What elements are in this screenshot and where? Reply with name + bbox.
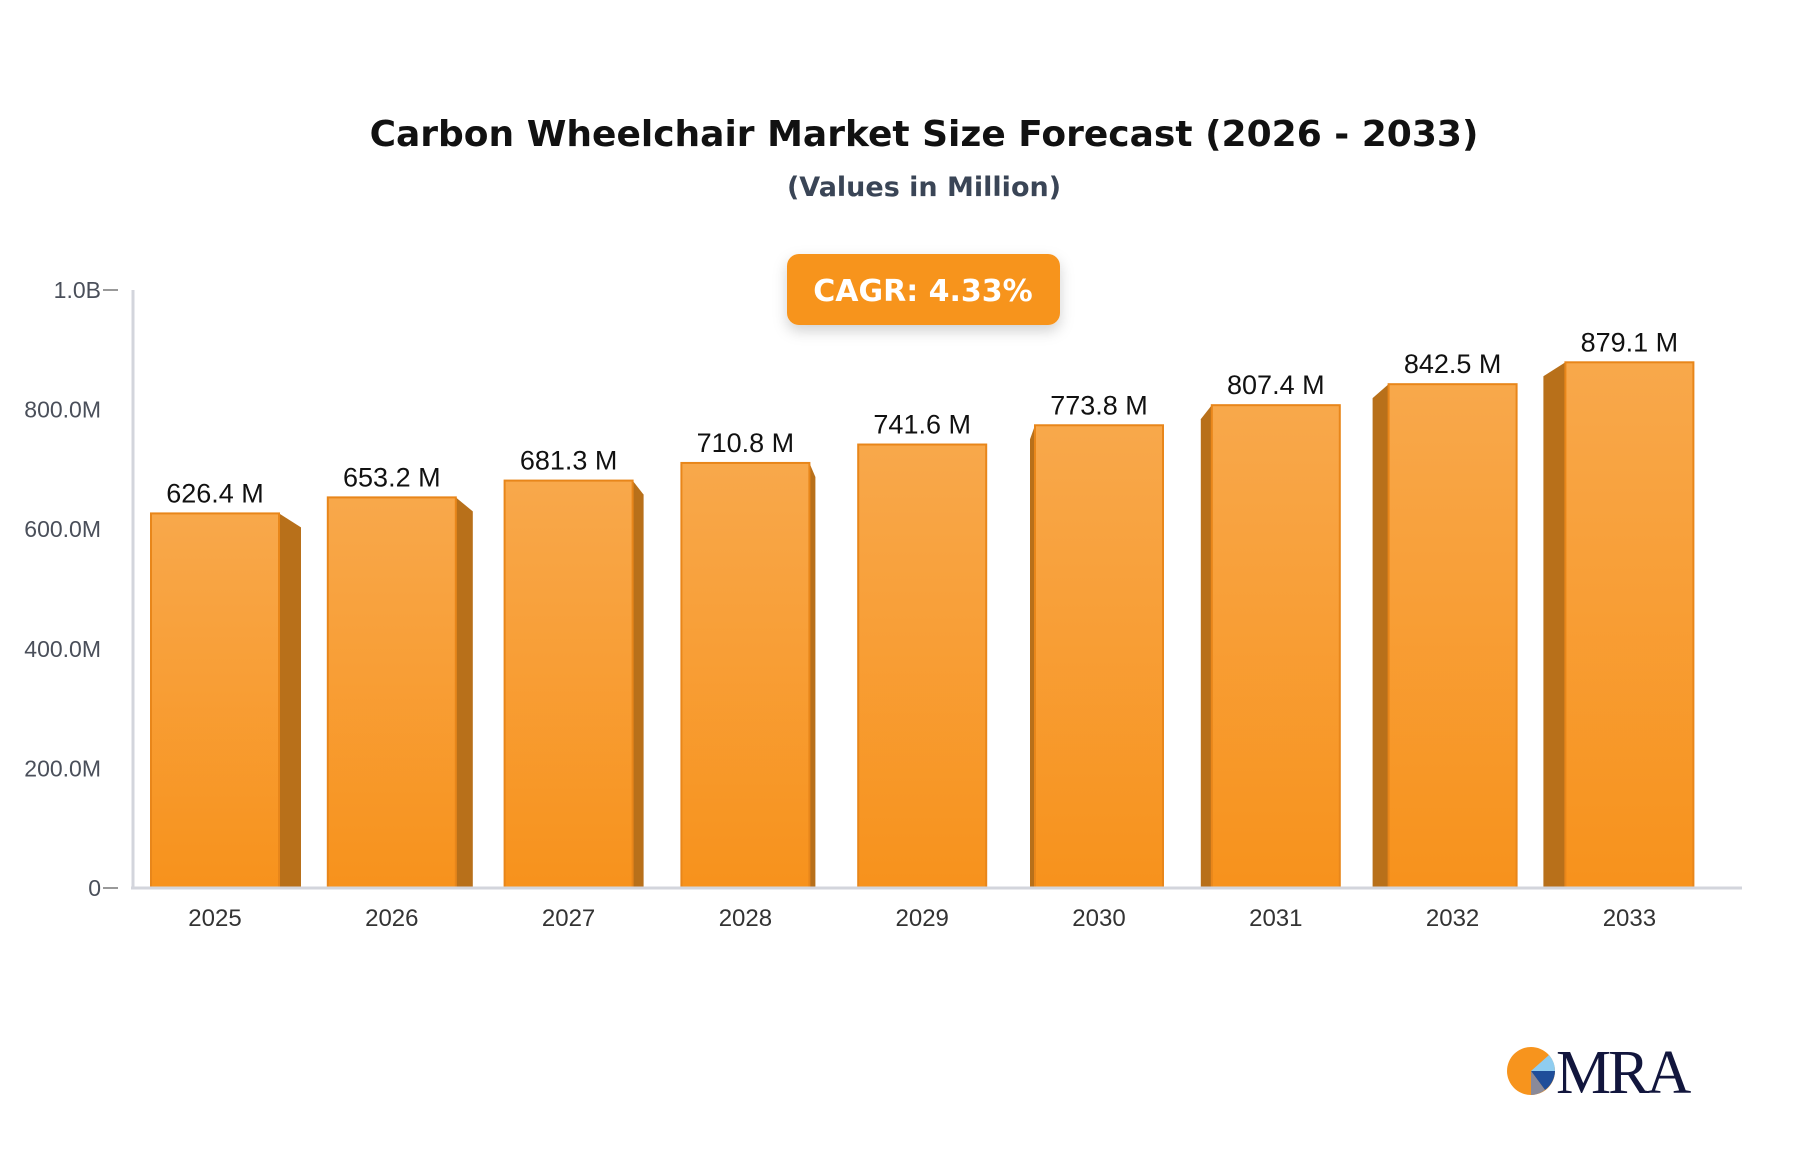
bar-2031: 807.4 M 2031: [1200, 370, 1341, 932]
bar-2033: 879.1 M 2033: [1543, 327, 1695, 932]
bar-2032: 842.5 M 2032: [1372, 349, 1518, 932]
bar-side: [809, 462, 816, 888]
bar-2029: 741.6 M 2029: [857, 410, 988, 932]
x-tick-label: 2032: [1426, 905, 1479, 932]
bar-front: [326, 496, 457, 889]
x-tick-label: 2030: [1072, 905, 1125, 932]
bar-side: [279, 513, 301, 888]
data-label: 741.6 M: [873, 410, 971, 440]
data-label: 807.4 M: [1227, 370, 1325, 400]
chart-subtitle: (Values in Million): [787, 172, 1061, 203]
x-tick-label: 2026: [365, 905, 418, 932]
y-tick-label: 600.0M: [24, 516, 101, 542]
y-tick-label: 800.0M: [24, 397, 101, 423]
bar-front: [1387, 383, 1518, 889]
x-tick-label: 2033: [1603, 905, 1656, 932]
y-tick-label: 200.0M: [24, 755, 101, 781]
bar-side: [1372, 384, 1389, 888]
svg-text:MRA: MRA: [1556, 1039, 1691, 1107]
bar-2027: 681.3 M 2027: [503, 446, 644, 932]
bar-side: [632, 480, 644, 888]
bar-side: [1030, 425, 1035, 888]
cagr-badge: CAGR: 4.33%: [787, 254, 1060, 325]
bar-front: [503, 479, 634, 889]
bar-front: [857, 443, 988, 889]
y-tick-label: 0: [88, 875, 101, 901]
x-tick-label: 2028: [719, 905, 772, 932]
bar-side: [1200, 405, 1212, 888]
bar-front: [150, 512, 280, 889]
bar-2026: 653.2 M 2026: [326, 462, 473, 932]
x-tick-label: 2031: [1249, 905, 1302, 932]
bar-side: [1543, 362, 1566, 888]
cagr-text: CAGR: 4.33%: [813, 274, 1032, 309]
y-tick-label: 1.0B: [54, 277, 101, 303]
data-label: 653.2 M: [343, 462, 441, 492]
bar-front: [1034, 424, 1164, 889]
data-label: 626.4 M: [166, 478, 264, 508]
bar-2028: 710.8 M 2028: [680, 428, 816, 932]
bar-front: [680, 461, 811, 889]
bars: 626.4 M 2025 653.2 M 2026 681.3 M 2027 710.8 M…: [150, 327, 1695, 932]
bar-2030: 773.8 M 2030: [1030, 390, 1164, 932]
x-tick-label: 2029: [896, 905, 949, 932]
x-tick-label: 2025: [188, 905, 241, 932]
data-label: 773.8 M: [1050, 390, 1148, 420]
x-tick-label: 2027: [542, 905, 595, 932]
y-axis: 0 200.0M 400.0M 600.0M 800.0M 1.0B: [24, 277, 118, 901]
mra-logo: MRA: [1507, 1039, 1694, 1107]
bar-side: [455, 497, 473, 888]
chart-title: Carbon Wheelchair Market Size Forecast (…: [370, 114, 1479, 155]
data-label: 842.5 M: [1404, 349, 1502, 379]
data-label: 879.1 M: [1581, 327, 1679, 357]
data-label: 710.8 M: [697, 428, 795, 458]
y-tick-label: 400.0M: [24, 636, 101, 662]
bar-2025: 626.4 M 2025: [150, 478, 301, 932]
bar-front: [1210, 404, 1341, 889]
data-label: 681.3 M: [520, 446, 618, 476]
bar-front: [1564, 361, 1695, 889]
